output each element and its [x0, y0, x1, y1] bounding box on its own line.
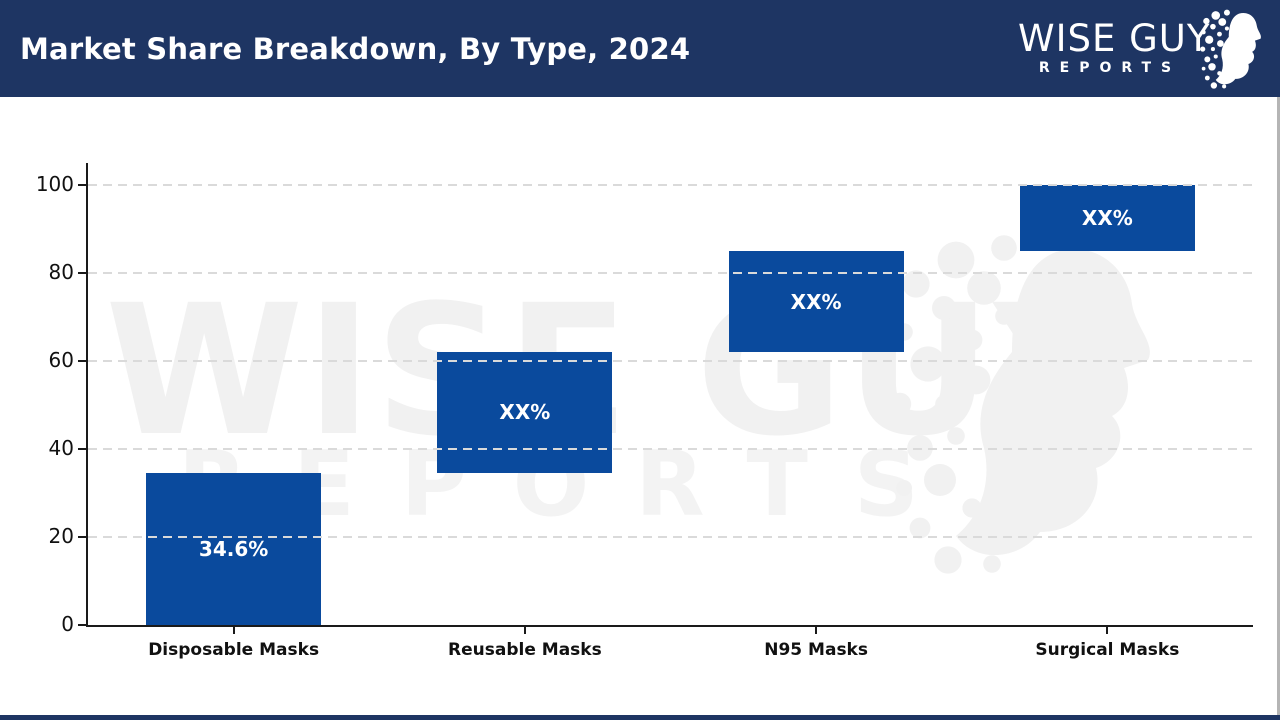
footer-bar	[0, 715, 1280, 720]
bar-0	[146, 472, 322, 625]
logo-text-block: WISE GUY REPORTS	[1018, 17, 1211, 77]
y-tick-label: 100	[35, 172, 74, 196]
gridline-y80	[88, 272, 1253, 274]
bar-3	[1019, 185, 1195, 251]
logo-head-icon	[1200, 9, 1261, 89]
x-tick-mark	[1106, 627, 1109, 634]
right-edge-border	[1277, 97, 1280, 715]
bar-value-label: XX%	[499, 400, 551, 425]
logo-reports-text: REPORTS	[1038, 60, 1182, 76]
gridline-y100	[88, 184, 1253, 186]
y-tick-mark	[78, 184, 88, 186]
y-tick-mark	[78, 448, 88, 450]
x-tick-mark	[523, 627, 526, 634]
y-tick-mark	[78, 360, 88, 362]
gridline-y40	[88, 448, 1253, 450]
logo-brand-text: WISE GUY	[1018, 17, 1211, 60]
y-tick-label: 80	[48, 260, 74, 284]
x-axis-spine	[86, 625, 1253, 627]
watermark-brand-text: WISE GUY	[105, 267, 1127, 476]
y-tick-mark	[78, 536, 88, 538]
x-category-label: N95 Masks	[764, 640, 868, 660]
wise-guy-logo: WISE GUY REPORTS	[1018, 6, 1268, 92]
bar-value-label: XX%	[1081, 206, 1133, 230]
x-category-label: Surgical Masks	[1035, 640, 1180, 660]
y-tick-label: 40	[48, 436, 74, 460]
x-category-label: Reusable Masks	[448, 640, 602, 660]
y-tick-mark	[78, 624, 88, 626]
y-tick-label: 20	[48, 524, 74, 548]
watermark-head-icon	[888, 235, 1150, 574]
y-tick-label: 0	[61, 612, 74, 636]
y-axis-spine	[86, 163, 88, 627]
y-tick-mark	[78, 272, 88, 274]
gridline-y60	[88, 360, 1253, 362]
gridline-y20	[88, 536, 1253, 538]
x-tick-mark	[815, 627, 818, 634]
page-title: Market Share Breakdown, By Type, 2024	[20, 31, 691, 66]
bar-value-label: XX%	[790, 289, 842, 314]
bar-2	[728, 251, 904, 353]
title-bar: Market Share Breakdown, By Type, 2024 WI…	[0, 0, 1280, 97]
x-tick-mark	[232, 627, 235, 634]
x-category-label: Disposable Masks	[148, 640, 320, 660]
bar-1	[437, 352, 613, 473]
y-tick-label: 60	[48, 348, 74, 372]
bar-value-label: 34.6%	[198, 536, 269, 561]
